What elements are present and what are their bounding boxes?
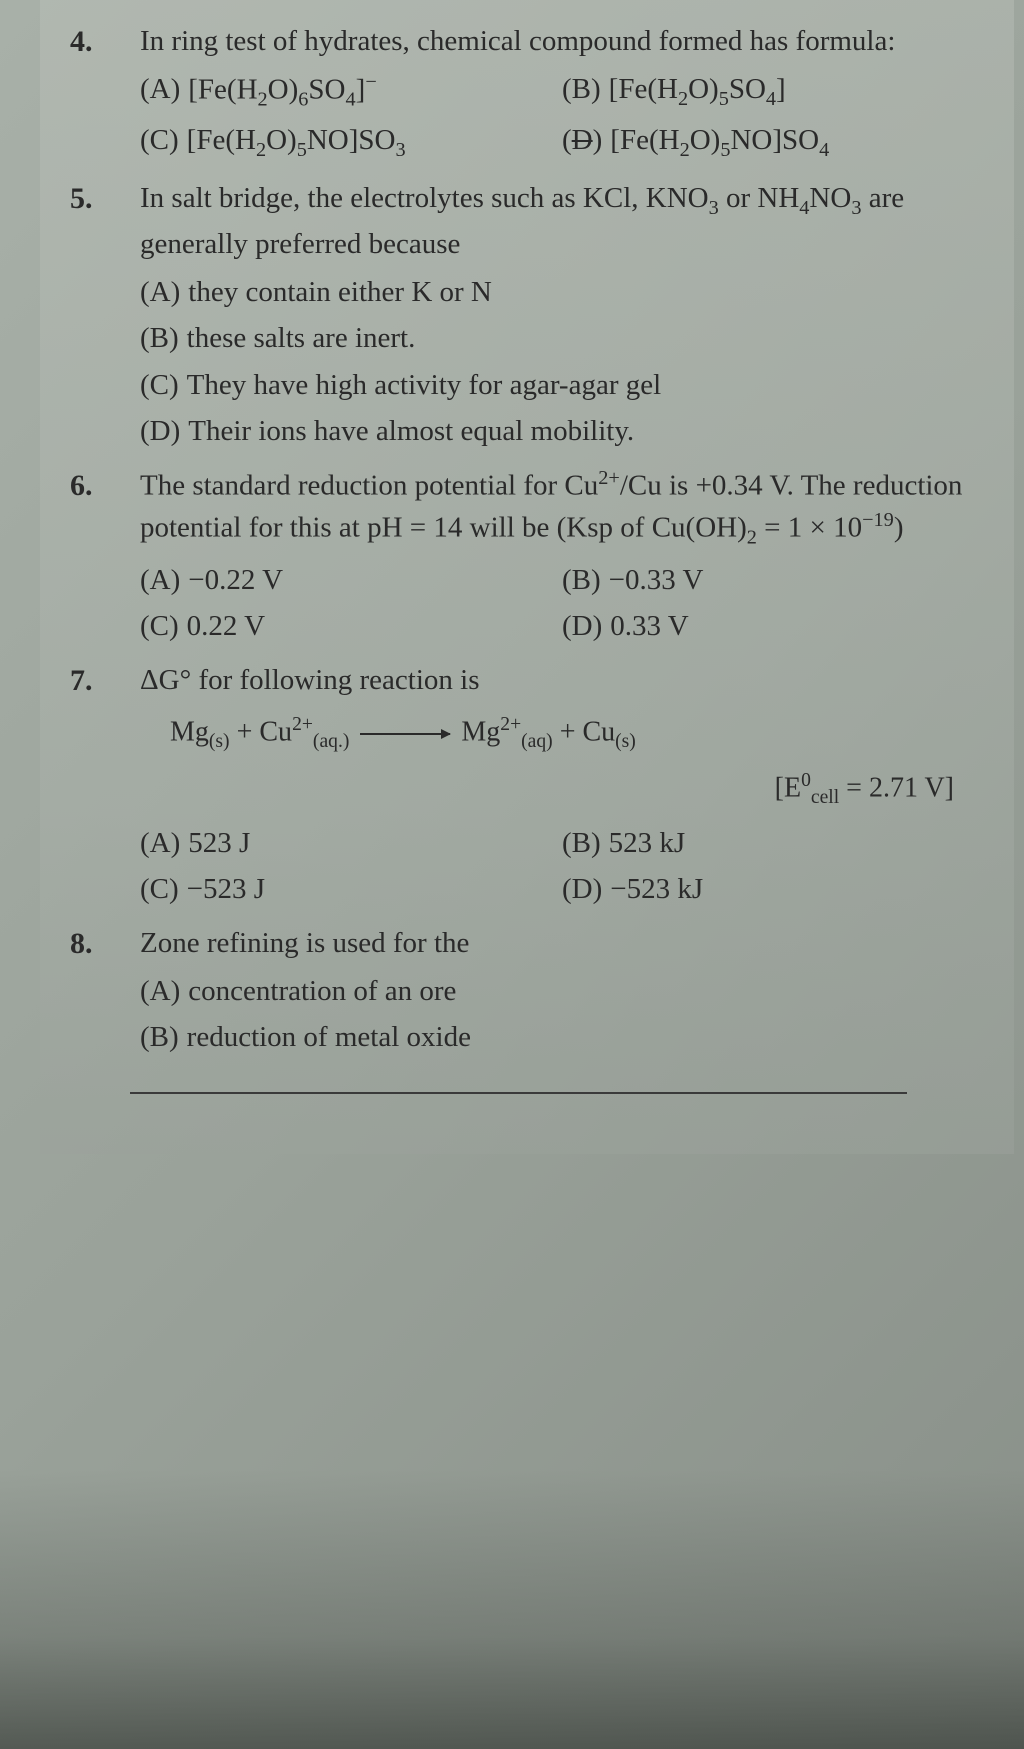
option-d: (D) Their ions have almost equal mobilit… (140, 410, 984, 452)
option-text: these salts are inert. (187, 317, 984, 359)
option-text: 0.33 V (610, 605, 984, 647)
question-7: 7. ΔG° for following reaction is Mg(s) +… (70, 659, 984, 914)
option-label: (B) (140, 317, 179, 359)
option-text: −0.33 V (609, 559, 984, 601)
option-row: (A) [Fe(H2O)6SO4]− (B) [Fe(H2O)5SO4] (140, 68, 984, 115)
question-text: The standard reduction potential for Cu2… (140, 464, 984, 554)
shadow-overlay (0, 1469, 1024, 1749)
option-label: (A) (140, 68, 180, 115)
option-a: (A) 523 J (140, 822, 562, 864)
option-row: (C) 0.22 V (D) 0.33 V (140, 605, 984, 647)
question-text: In ring test of hydrates, chemical compo… (140, 20, 984, 62)
option-text: [Fe(H2O)6SO4]− (188, 68, 562, 115)
option-text: −523 J (187, 868, 562, 910)
option-text: [Fe(H2O)5NO]SO3 (187, 119, 562, 165)
option-label: (B) (562, 68, 601, 115)
option-a: (A) [Fe(H2O)6SO4]− (140, 68, 562, 115)
question-content: The standard reduction potential for Cu2… (140, 464, 984, 652)
question-number: 4. (70, 20, 140, 169)
question-5: 5. In salt bridge, the electrolytes such… (70, 177, 984, 455)
question-number: 7. (70, 659, 140, 914)
option-label: (A) (140, 559, 180, 601)
question-number: 5. (70, 177, 140, 455)
question-number: 6. (70, 464, 140, 652)
option-label: (D) (140, 410, 180, 452)
option-label: (A) (140, 970, 180, 1012)
option-d: (D) 0.33 V (562, 605, 984, 647)
option-b: (B) 523 kJ (562, 822, 984, 864)
option-text: 0.22 V (187, 605, 562, 647)
option-label: (B) (140, 1016, 179, 1058)
option-b: (B) these salts are inert. (140, 317, 984, 359)
option-label: (B) (562, 559, 601, 601)
option-text: [Fe(H2O)5NO]SO4 (610, 119, 984, 165)
option-b: (B) −0.33 V (562, 559, 984, 601)
question-number: 8. (70, 922, 140, 1062)
question-content: ΔG° for following reaction is Mg(s) + Cu… (140, 659, 984, 914)
option-label: (A) (140, 271, 180, 313)
option-b: (B) [Fe(H2O)5SO4] (562, 68, 984, 115)
option-label: (C) (140, 364, 179, 406)
options-container: (A) −0.22 V (B) −0.33 V (C) 0.22 V (D) (140, 559, 984, 647)
question-8: 8. Zone refining is used for the (A) con… (70, 922, 984, 1062)
option-a: (A) −0.22 V (140, 559, 562, 601)
question-content: In salt bridge, the electrolytes such as… (140, 177, 984, 455)
option-label: (C) (140, 605, 179, 647)
option-c: (C) 0.22 V (140, 605, 562, 647)
options-container: (A) 523 J (B) 523 kJ (C) −523 J (D) (140, 822, 984, 910)
equation: Mg(s) + Cu2+(aq.) Mg2+(aq) + Cu(s) (170, 711, 984, 756)
option-text: reduction of metal oxide (187, 1016, 984, 1058)
question-text: Zone refining is used for the (140, 922, 984, 964)
option-label: (D) (562, 119, 602, 165)
option-text: −0.22 V (188, 559, 562, 601)
question-6: 6. The standard reduction potential for … (70, 464, 984, 652)
question-content: Zone refining is used for the (A) concen… (140, 922, 984, 1062)
option-text: Their ions have almost equal mobility. (188, 410, 984, 452)
option-text: They have high activity for agar-agar ge… (187, 364, 984, 406)
option-row: (C) [Fe(H2O)5NO]SO3 (D) [Fe(H2O)5NO]SO4 (140, 119, 984, 165)
option-label: (D) (562, 605, 602, 647)
option-text: 523 J (188, 822, 562, 864)
option-label: (D) (562, 868, 602, 910)
options-container: (A) they contain either K or N (B) these… (140, 271, 984, 451)
option-text: 523 kJ (609, 822, 984, 864)
option-a: (A) they contain either K or N (140, 271, 984, 313)
option-text: −523 kJ (610, 868, 984, 910)
option-label: (C) (140, 119, 179, 165)
page-content: 4. In ring test of hydrates, chemical co… (40, 0, 1014, 1154)
question-content: In ring test of hydrates, chemical compo… (140, 20, 984, 169)
option-label: (C) (140, 868, 179, 910)
options-container: (A) [Fe(H2O)6SO4]− (B) [Fe(H2O)5SO4] (C)… (140, 68, 984, 165)
option-c: (C) [Fe(H2O)5NO]SO3 (140, 119, 562, 165)
option-row: (A) 523 J (B) 523 kJ (140, 822, 984, 864)
option-c: (C) −523 J (140, 868, 562, 910)
option-row: (C) −523 J (D) −523 kJ (140, 868, 984, 910)
divider (130, 1092, 907, 1094)
option-b: (B) reduction of metal oxide (140, 1016, 984, 1058)
options-container: (A) concentration of an ore (B) reductio… (140, 970, 984, 1058)
ecell-value: [E0cell = 2.71 V] (140, 767, 954, 812)
option-c: (C) They have high activity for agar-aga… (140, 364, 984, 406)
question-text: In salt bridge, the electrolytes such as… (140, 177, 984, 265)
option-text: concentration of an ore (188, 970, 984, 1012)
option-a: (A) concentration of an ore (140, 970, 984, 1012)
question-text: ΔG° for following reaction is (140, 659, 984, 701)
option-row: (A) −0.22 V (B) −0.33 V (140, 559, 984, 601)
option-text: they contain either K or N (188, 271, 984, 313)
option-label: (B) (562, 822, 601, 864)
arrow-icon (360, 733, 450, 735)
option-d: (D) [Fe(H2O)5NO]SO4 (562, 119, 984, 165)
option-label: (A) (140, 822, 180, 864)
option-text: [Fe(H2O)5SO4] (609, 68, 984, 115)
option-d: (D) −523 kJ (562, 868, 984, 910)
question-4: 4. In ring test of hydrates, chemical co… (70, 20, 984, 169)
